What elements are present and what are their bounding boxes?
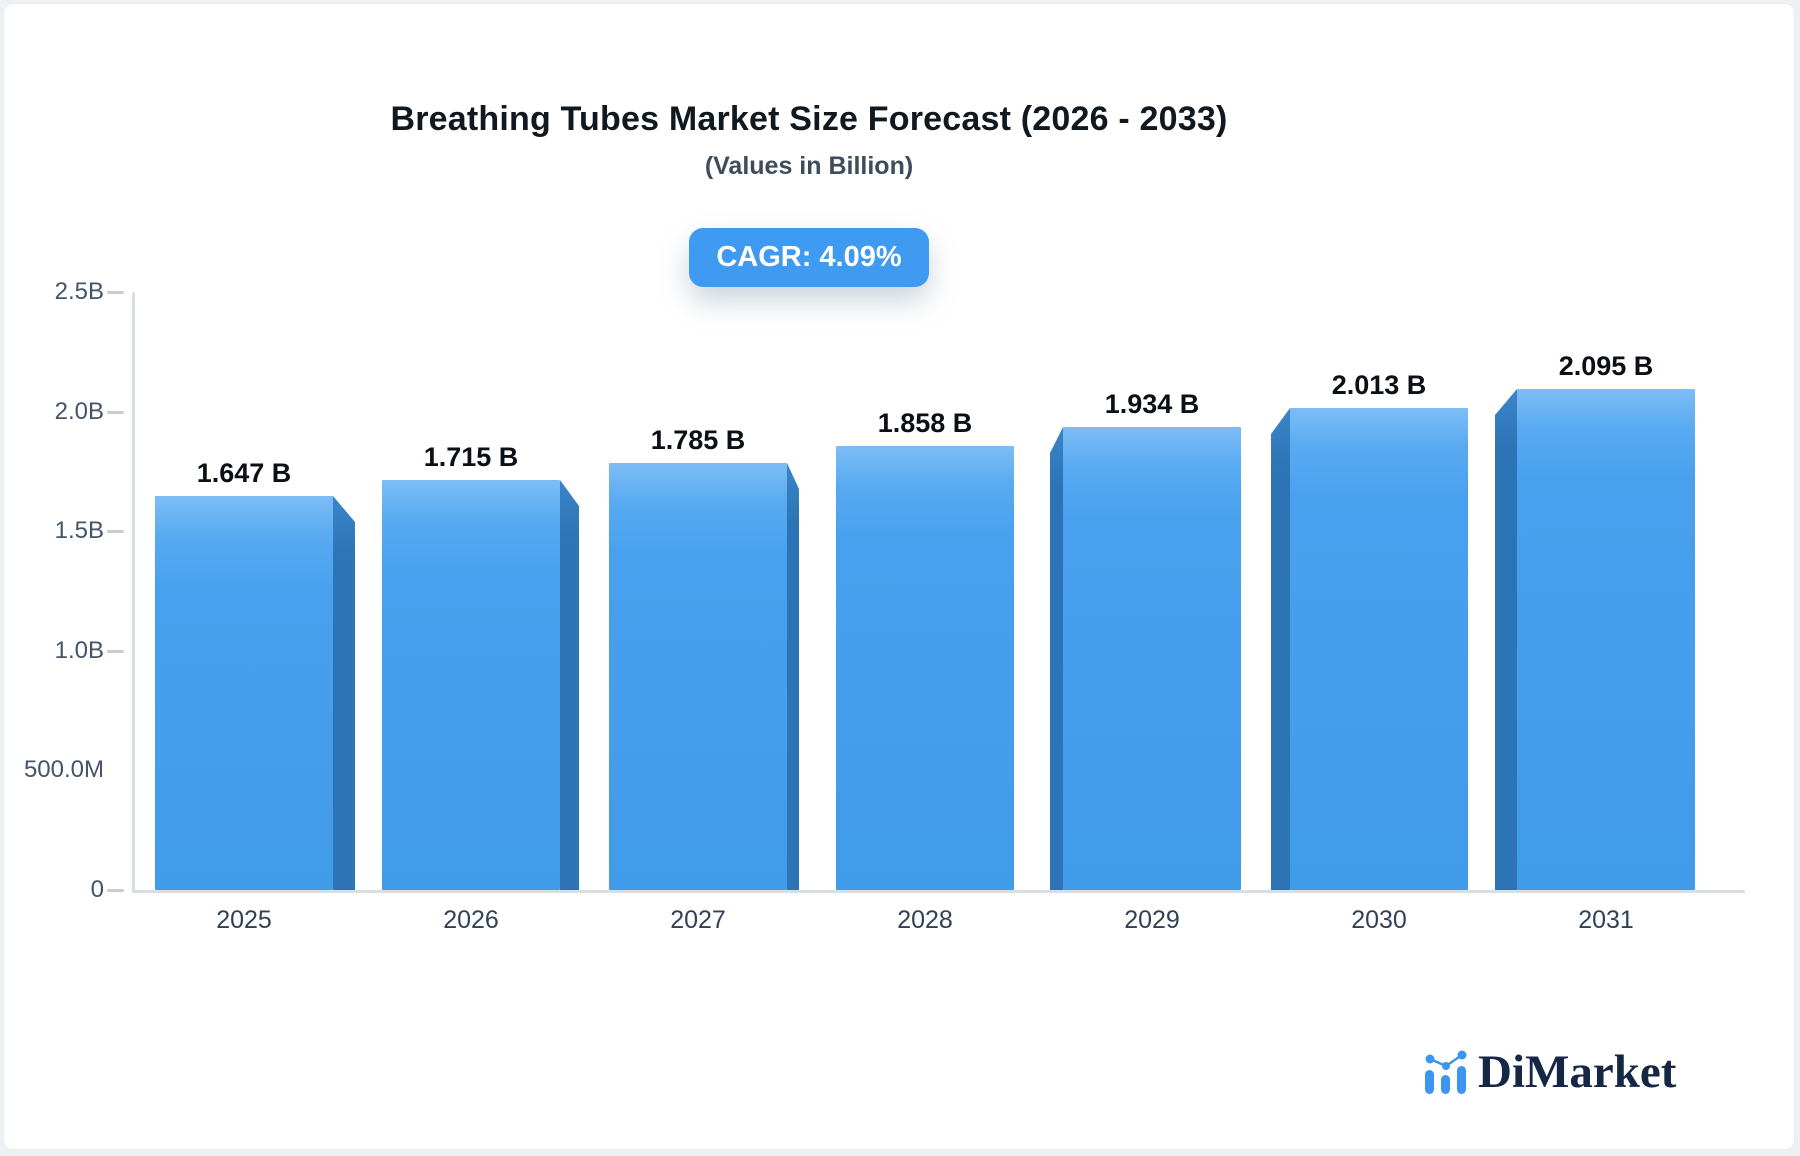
y-tick-label: 1.5B — [54, 517, 104, 545]
bar-value-label: 1.858 B — [877, 408, 973, 438]
x-axis-line — [132, 890, 1745, 893]
y-tick-dash — [107, 889, 124, 892]
brand-logo-text: DiMarket — [1478, 1046, 1677, 1098]
bar-value-label: 1.647 B — [196, 458, 292, 488]
cagr-badge: CAGR: 4.09% — [689, 228, 929, 287]
x-axis-label-2029: 2029 — [1124, 906, 1180, 934]
x-axis-label-2028: 2028 — [897, 906, 953, 934]
x-axis-label-2025: 2025 — [216, 906, 272, 934]
bar-2030[interactable] — [1290, 408, 1468, 890]
bar-value-label: 1.785 B — [650, 425, 746, 455]
y-tick-dash — [107, 530, 124, 534]
x-axis-label-2030: 2030 — [1351, 906, 1407, 934]
bar-2025[interactable] — [155, 496, 333, 890]
bar-3d-face — [1050, 427, 1063, 890]
cagr-badge-wrap: CAGR: 4.09% — [4, 228, 1614, 287]
bar-value-label: 2.095 B — [1558, 351, 1654, 381]
chart-subtitle: (Values in Billion) — [704, 152, 914, 180]
bar-3d-face — [787, 463, 799, 890]
x-axis-label-2026: 2026 — [443, 906, 499, 934]
bar-2027[interactable] — [609, 463, 787, 890]
bar-2026[interactable] — [382, 480, 560, 890]
bar-3d-face — [333, 496, 355, 890]
bar-2029[interactable] — [1063, 427, 1241, 890]
x-axis-label-2027: 2027 — [670, 906, 726, 934]
y-tick-label: 2.0B — [54, 397, 104, 425]
bar-3d-face — [560, 480, 579, 890]
chart-title: Breathing Tubes Market Size Forecast (20… — [390, 100, 1228, 138]
brand-logo: DiMarket — [1423, 1046, 1676, 1098]
y-tick-dash — [107, 649, 124, 653]
bar-value-label: 1.934 B — [1104, 389, 1200, 419]
chart-card: Breathing Tubes Market Size Forecast (20… — [3, 3, 1795, 1150]
y-tick-label: 1.0B — [54, 636, 104, 664]
bar-3d-face — [1271, 408, 1290, 890]
bar-value-label: 2.013 B — [1331, 370, 1427, 400]
bar-chart-logo-icon — [1425, 1050, 1467, 1094]
y-axis-line — [132, 292, 135, 892]
y-tick-label: 0 — [90, 876, 104, 903]
bar-2031[interactable] — [1517, 389, 1695, 890]
y-tick-label: 2.5B — [54, 278, 104, 305]
bar-2028[interactable] — [836, 446, 1014, 890]
y-tick-label: 500.0M — [23, 756, 104, 784]
y-tick-dash — [107, 410, 124, 414]
bar-value-label: 1.715 B — [423, 442, 519, 472]
y-tick-dash — [107, 291, 124, 294]
x-axis-label-2031: 2031 — [1578, 906, 1634, 934]
bar-3d-face — [1495, 389, 1517, 890]
